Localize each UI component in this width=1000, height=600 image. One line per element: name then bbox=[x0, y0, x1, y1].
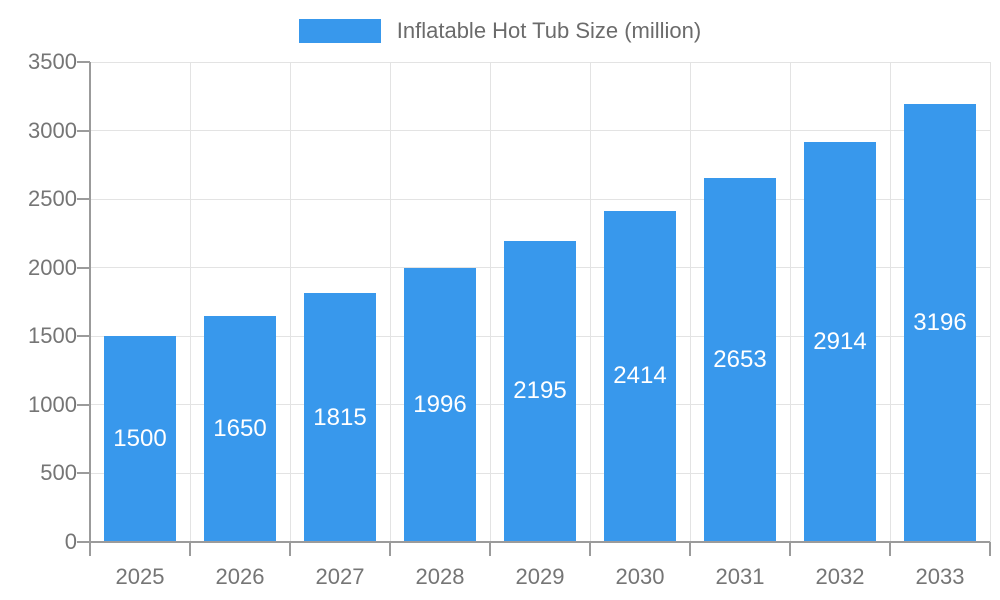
gridline-v bbox=[489, 62, 491, 542]
y-axis-label: 1000 bbox=[28, 391, 77, 417]
y-tick-mark bbox=[77, 198, 90, 201]
x-tick-mark bbox=[589, 542, 591, 556]
bar-value-label: 1500 bbox=[113, 425, 167, 453]
x-tick-mark bbox=[989, 542, 991, 556]
legend-swatch-icon bbox=[298, 19, 381, 43]
x-axis-label: 2033 bbox=[915, 564, 965, 589]
x-tick-mark bbox=[189, 542, 191, 556]
y-tick-mark bbox=[77, 403, 90, 406]
gridline-h bbox=[90, 130, 990, 132]
bar[interactable]: 1650 bbox=[204, 315, 276, 542]
bar[interactable]: 1500 bbox=[104, 336, 176, 542]
y-tick-mark bbox=[77, 472, 90, 475]
bar-value-label: 3196 bbox=[913, 308, 967, 336]
bar-value-label: 2414 bbox=[613, 362, 667, 390]
bar-value-label: 1996 bbox=[413, 391, 467, 419]
bar[interactable]: 2914 bbox=[804, 142, 876, 542]
y-tick-mark bbox=[77, 266, 90, 269]
bar-value-label: 2653 bbox=[713, 346, 767, 374]
x-axis-label: 2032 bbox=[815, 564, 865, 589]
x-axis-label: 2031 bbox=[715, 564, 765, 589]
legend: Inflatable Hot Tub Size (million) bbox=[0, 18, 1000, 44]
y-tick-mark bbox=[77, 129, 90, 132]
gridline-v bbox=[589, 62, 591, 542]
gridline-h bbox=[90, 61, 990, 63]
legend-label: Inflatable Hot Tub Size (million) bbox=[396, 18, 702, 43]
bar-value-label: 1815 bbox=[313, 403, 367, 431]
gridline-v bbox=[789, 62, 791, 542]
y-axis-line bbox=[89, 62, 91, 556]
bar[interactable]: 2653 bbox=[704, 178, 776, 542]
bar[interactable]: 1815 bbox=[304, 293, 376, 542]
bar-value-label: 1650 bbox=[213, 414, 267, 442]
bar[interactable]: 2414 bbox=[604, 210, 676, 542]
y-axis-label: 3000 bbox=[28, 117, 77, 143]
y-axis-label: 500 bbox=[40, 460, 77, 486]
y-tick-mark bbox=[77, 61, 90, 63]
x-tick-mark bbox=[789, 542, 791, 556]
x-tick-mark bbox=[389, 542, 391, 556]
gridline-v bbox=[889, 62, 891, 542]
gridline-v bbox=[289, 62, 291, 542]
gridline-v bbox=[689, 62, 691, 542]
y-axis-label: 3500 bbox=[28, 49, 77, 74]
y-tick-mark bbox=[77, 541, 90, 543]
x-axis-line bbox=[90, 541, 990, 543]
bar-value-label: 2914 bbox=[813, 328, 867, 356]
gridline-v bbox=[389, 62, 391, 542]
x-axis-label: 2029 bbox=[515, 564, 565, 589]
gridline-v bbox=[989, 62, 991, 542]
y-axis-label: 1500 bbox=[28, 323, 77, 349]
x-axis-label: 2030 bbox=[615, 564, 665, 589]
x-axis-label: 2025 bbox=[115, 564, 165, 589]
y-axis-label: 2000 bbox=[28, 254, 77, 280]
bar[interactable]: 3196 bbox=[904, 103, 976, 542]
bar[interactable]: 2195 bbox=[504, 240, 576, 542]
y-tick-mark bbox=[77, 335, 90, 338]
legend-item[interactable]: Inflatable Hot Tub Size (million) bbox=[298, 18, 702, 44]
bar[interactable]: 1996 bbox=[404, 268, 476, 542]
bar-value-label: 2195 bbox=[513, 377, 567, 405]
y-axis-label: 2500 bbox=[28, 186, 77, 212]
y-axis-label: 0 bbox=[64, 529, 77, 554]
gridline-h bbox=[90, 198, 990, 200]
x-axis-label: 2028 bbox=[415, 564, 465, 589]
x-tick-mark bbox=[489, 542, 491, 556]
x-tick-mark bbox=[889, 542, 891, 556]
x-tick-mark bbox=[289, 542, 291, 556]
x-tick-mark bbox=[689, 542, 691, 556]
x-axis-label: 2026 bbox=[215, 564, 265, 589]
plot-area: 1500 1650 1815 1996 2195 2414 2653 2914 3196 0 50… bbox=[28, 49, 991, 589]
gridline-v bbox=[189, 62, 191, 542]
x-axis-label: 2027 bbox=[315, 564, 365, 589]
